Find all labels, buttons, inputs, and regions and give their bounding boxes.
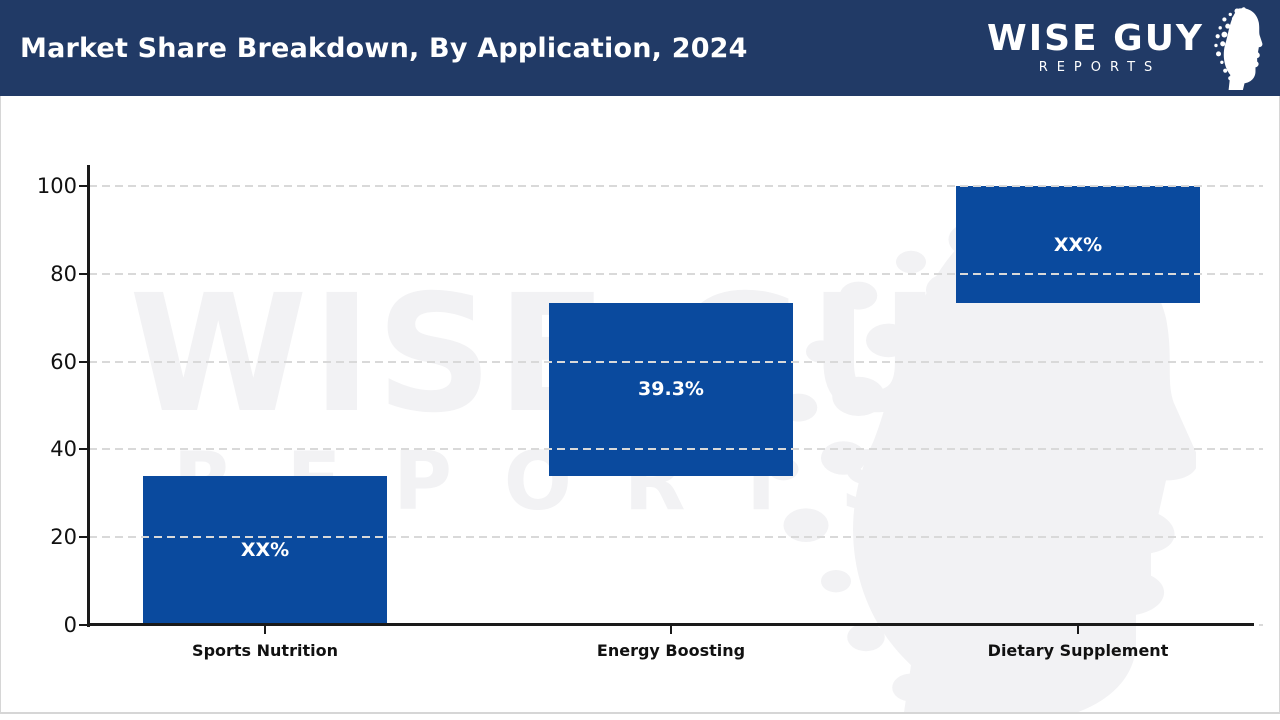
- logo-dots: [1214, 7, 1246, 81]
- logo-wordmark-line2: REPORTS: [1038, 60, 1162, 75]
- bar-sports-nutrition: [143, 475, 387, 625]
- bar-value-label-2: 39.3%: [638, 378, 704, 401]
- x-category-label-3: Dietary Supplement: [987, 641, 1169, 660]
- logo-wordmark-line1: WISE GUY: [986, 18, 1204, 59]
- bar-value-label-1: XX%: [240, 539, 290, 562]
- y-tick-0: [79, 624, 87, 626]
- x-axis-line: [87, 623, 1254, 626]
- y-tick-label-20: 20: [50, 525, 77, 550]
- x-tick-1: [264, 626, 266, 634]
- logo-wordmark: WISE GUY REPORTS: [986, 18, 1204, 76]
- bar-chart: 0 20 40 60 80 100 Sports Nutrition Energy Boost…: [1, 96, 1279, 712]
- gridline-40: [89, 448, 1263, 451]
- page-title: Market Share Breakdown, By Application, …: [20, 32, 748, 64]
- y-tick-label-100: 100: [36, 174, 77, 198]
- gridline-20: [89, 536, 1263, 539]
- y-tick-100: [79, 185, 87, 187]
- y-tick-80: [79, 272, 87, 275]
- y-tick-label-80: 80: [50, 261, 77, 286]
- wise-guy-logo: WISE GUY REPORTS: [987, 6, 1266, 90]
- dotted-head-profile-icon: [1214, 7, 1263, 90]
- x-category-label-2: Energy Boosting: [596, 641, 746, 660]
- bar-value-label-3: XX%: [1053, 233, 1103, 256]
- header-bar: Market Share Breakdown, By Application, …: [0, 0, 1280, 96]
- y-axis-line: [87, 165, 90, 627]
- y-tick-40: [79, 448, 87, 451]
- gridline-60: [89, 360, 1263, 363]
- y-tick-label-60: 60: [50, 349, 77, 374]
- gridline-80: [89, 272, 1263, 275]
- bar-energy-boosting: [549, 303, 793, 476]
- chart-area: WISE GUY REPORTS 0 20 40 60 80 100 Sports Nutr…: [0, 96, 1280, 714]
- y-tick-label-0: 0: [63, 613, 77, 637]
- x-category-label-1: Sports Nutrition: [192, 641, 338, 660]
- x-tick-2: [670, 626, 672, 634]
- gridline-100: [89, 185, 1263, 187]
- y-tick-60: [79, 360, 87, 363]
- x-tick-3: [1077, 626, 1079, 634]
- y-tick-label-40: 40: [50, 437, 77, 462]
- y-tick-20: [79, 536, 87, 539]
